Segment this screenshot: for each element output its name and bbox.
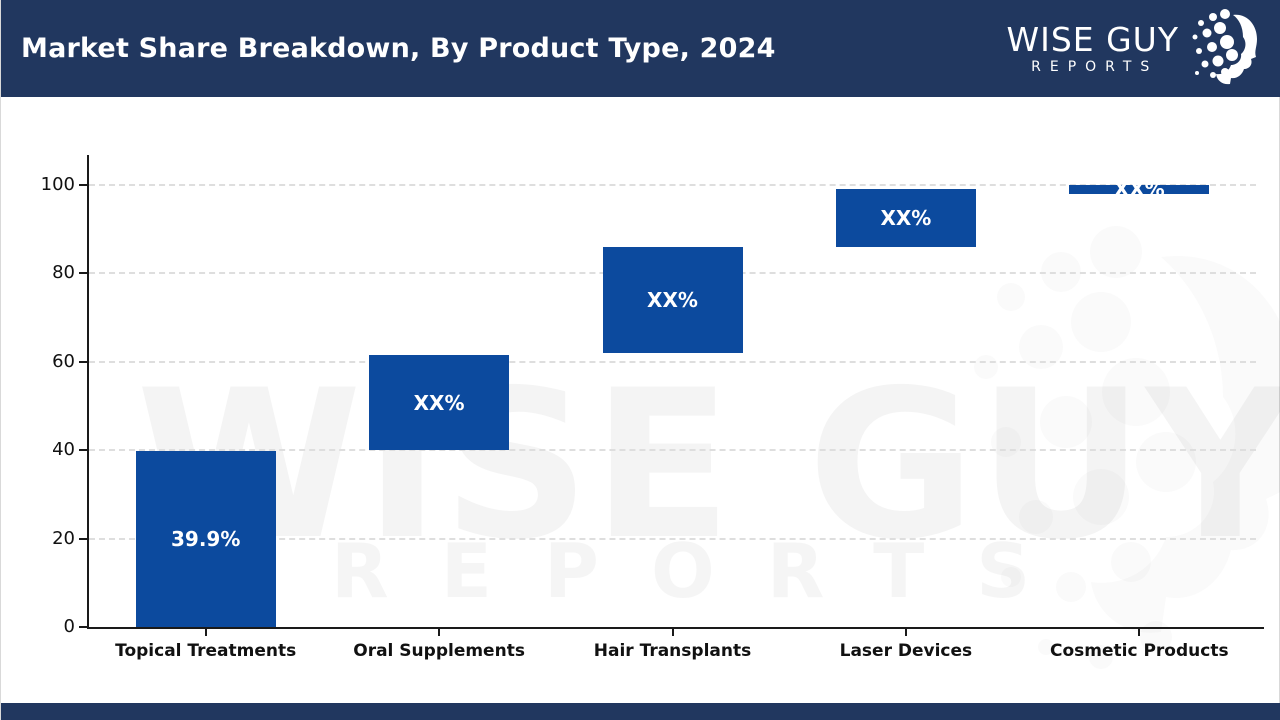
gridline-40 [89, 449, 1256, 452]
logo-wordmark: WISE GUY [1006, 19, 1179, 59]
x-tick-mark [1138, 629, 1141, 636]
chart-title: Market Share Breakdown, By Product Type,… [21, 33, 776, 64]
wiseguy-logo-text: WISE GUY REPORTS [1006, 23, 1179, 75]
gridline-60 [89, 360, 1256, 363]
y-tick-label-80: 80 [52, 262, 75, 284]
y-tick-mark-60 [79, 360, 87, 363]
bar-hair-transplants: XX% [602, 246, 743, 353]
y-tick-mark-40 [79, 449, 87, 452]
logo-face-dots-icon [1187, 8, 1259, 89]
x-category-label: Cosmetic Products [1050, 641, 1229, 661]
y-tick-mark-0 [79, 626, 87, 628]
footer-band [1, 703, 1280, 720]
x-tick-mark [204, 629, 207, 636]
x-category-label: Laser Devices [839, 641, 973, 661]
bar-value-label: XX% [880, 206, 932, 231]
header-band: Market Share Breakdown, By Product Type,… [1, 0, 1280, 97]
y-tick-mark-80 [79, 272, 87, 275]
x-tick-mark [671, 629, 674, 636]
bar-value-label: XX% [647, 287, 698, 312]
x-tick-mark [438, 629, 441, 636]
bar-oral-supplements: XX% [369, 355, 510, 451]
x-category-label: Oral Supplements [353, 641, 525, 661]
logo-subtitle: REPORTS [1031, 58, 1159, 75]
bar-value-label: XX% [1113, 177, 1165, 202]
y-tick-label-100: 100 [40, 174, 75, 195]
bar-value-label: XX% [413, 390, 465, 415]
y-tick-label-0: 0 [63, 616, 75, 637]
y-tick-label-20: 20 [52, 527, 75, 549]
bar-value-label: 39.9% [170, 526, 241, 551]
x-tick-mark [904, 629, 907, 636]
bar-laser-devices: XX% [835, 189, 976, 247]
x-axis-spine [87, 627, 1264, 629]
gridline-20 [89, 537, 1256, 540]
x-category-label: Topical Treatments [115, 641, 297, 661]
y-tick-label-60: 60 [52, 350, 75, 372]
y-tick-label-40: 40 [52, 439, 75, 461]
bar-cosmetic-products: XX% [1069, 177, 1210, 201]
bar-topical-treatments: 39.9% [135, 450, 276, 627]
y-tick-mark-20 [79, 537, 87, 540]
y-tick-mark-100 [79, 184, 87, 186]
x-category-label: Hair Transplants [593, 641, 752, 661]
gridline-100 [89, 184, 1256, 186]
wiseguy-logo: WISE GUY REPORTS [1006, 8, 1259, 89]
y-axis-spine [87, 155, 89, 629]
